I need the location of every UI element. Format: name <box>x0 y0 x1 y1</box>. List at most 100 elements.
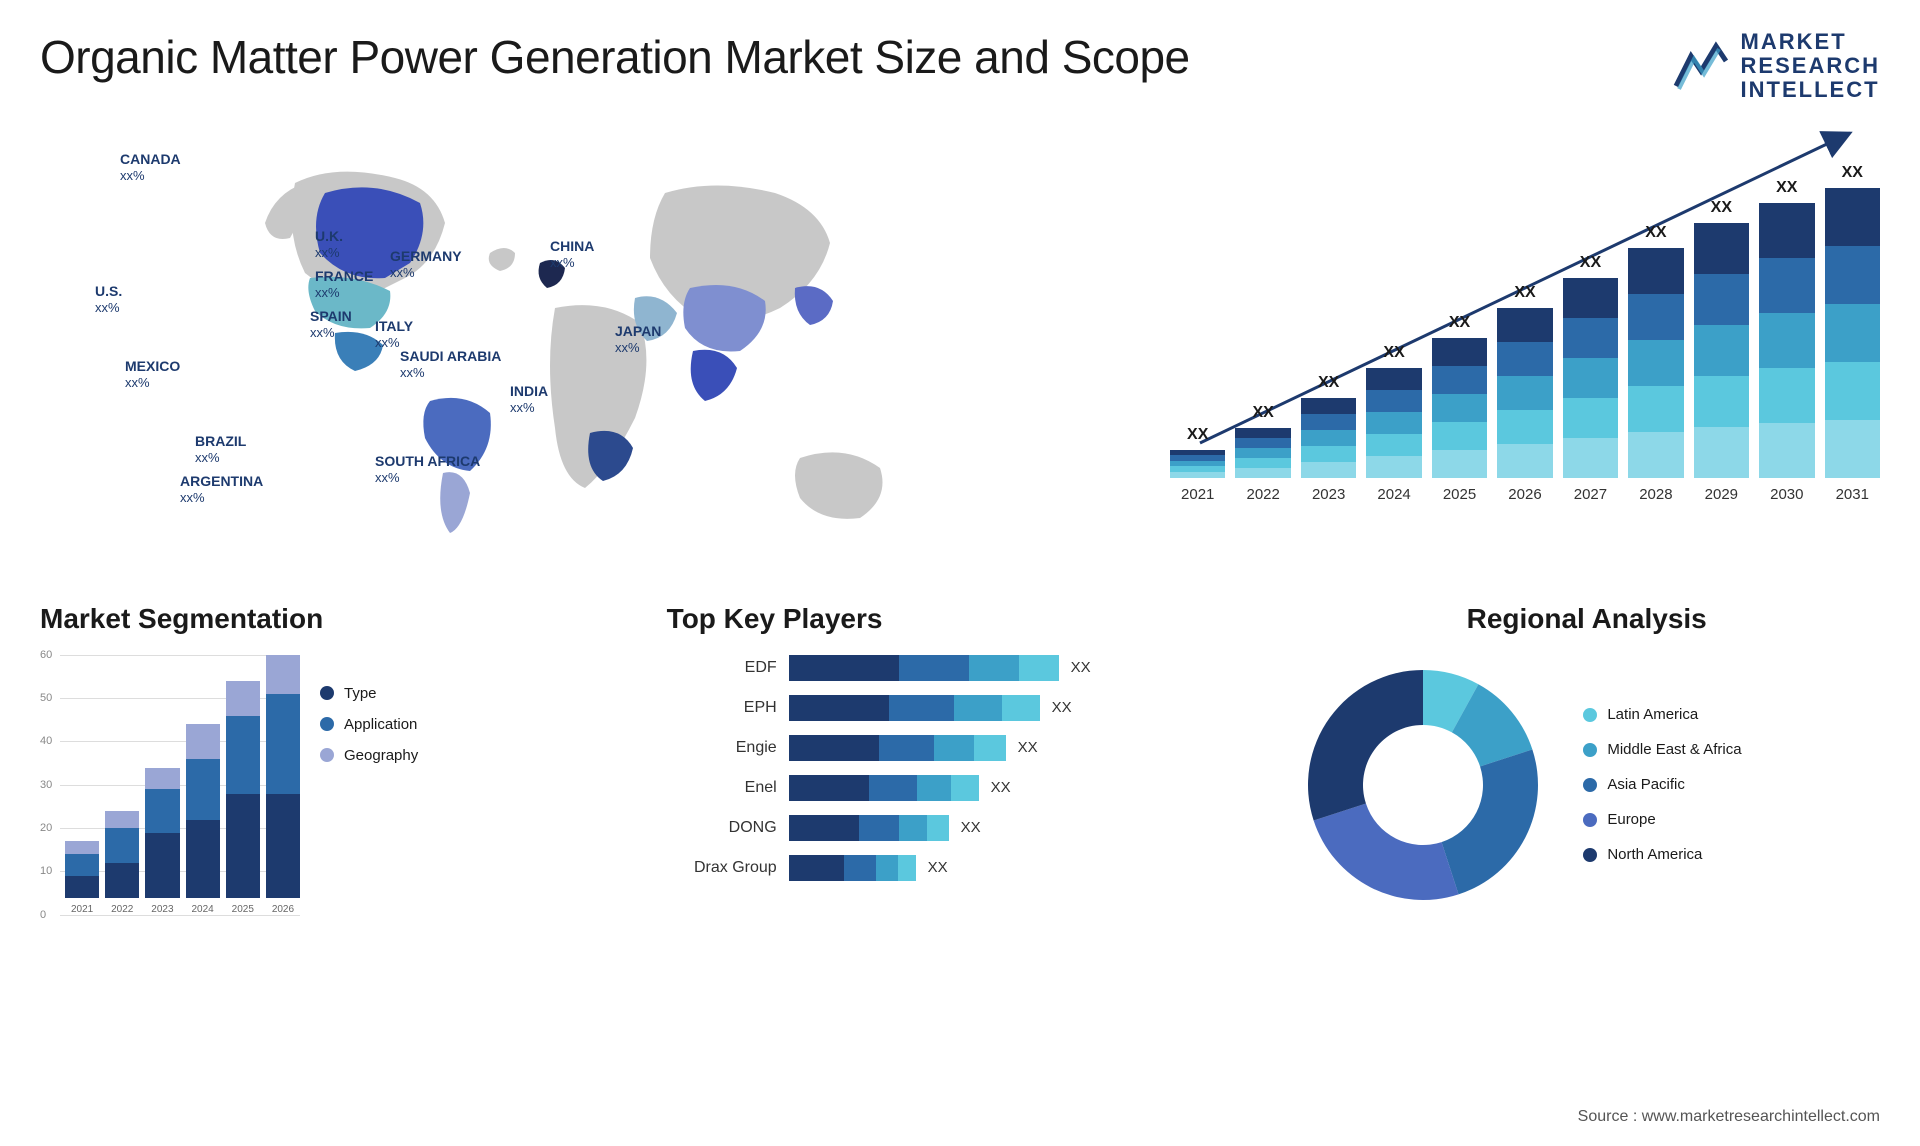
player-name: EDF <box>667 659 777 677</box>
map-label-u-k-: U.K.xx% <box>315 228 343 262</box>
brand-logo: MARKET RESEARCH INTELLECT <box>1671 30 1880 103</box>
seg-year-label: 2024 <box>191 904 213 915</box>
forecast-bar-2025: XX2025 <box>1432 314 1487 503</box>
forecast-value: XX <box>1187 426 1208 444</box>
forecast-bar-2026: XX 2026 <box>1497 284 1552 503</box>
map-label-italy: ITALYxx% <box>375 318 413 352</box>
logo-text-1: MARKET <box>1741 30 1880 54</box>
regional-legend-item: North America <box>1583 846 1741 863</box>
seg-ytick: 60 <box>40 649 52 661</box>
seg-year-label: 2026 <box>272 904 294 915</box>
forecast-bar-2028: XX 2028 <box>1628 224 1683 503</box>
map-label-china: CHINAxx% <box>550 238 594 272</box>
regional-panel: Regional Analysis Latin AmericaMiddle Ea… <box>1293 603 1880 935</box>
map-label-france: FRANCExx% <box>315 268 373 302</box>
forecast-value: XX <box>1711 199 1732 217</box>
forecast-year-label: 2029 <box>1705 486 1738 503</box>
forecast-bar-2027: XX 2027 <box>1563 254 1618 503</box>
forecast-value: XX <box>1776 179 1797 197</box>
seg-ytick: 30 <box>40 779 52 791</box>
player-value: XX <box>1071 659 1091 676</box>
seg-ytick: 0 <box>40 909 46 921</box>
forecast-year-label: 2022 <box>1246 486 1279 503</box>
seg-bar-2025: 2025 <box>226 681 260 915</box>
source-attribution: Source : www.marketresearchintellect.com <box>1578 1108 1880 1126</box>
seg-legend-item: Geography <box>320 747 418 764</box>
map-label-mexico: MEXICOxx% <box>125 358 180 392</box>
forecast-year-label: 2021 <box>1181 486 1214 503</box>
seg-bar-2023: 2023 <box>145 768 179 915</box>
forecast-value: XX <box>1645 224 1666 242</box>
segmentation-legend: Type Application Geography <box>320 655 418 935</box>
forecast-bar-2022: XX 2022 <box>1235 404 1290 503</box>
player-bar <box>789 655 1059 681</box>
seg-legend-item: Type <box>320 685 418 702</box>
player-bar <box>789 815 949 841</box>
forecast-value: XX <box>1580 254 1601 272</box>
map-label-south-africa: SOUTH AFRICAxx% <box>375 453 480 487</box>
player-row-enel: Enel XX <box>667 775 1254 801</box>
player-row-eph: EPHXX <box>667 695 1254 721</box>
player-name: Engie <box>667 739 777 757</box>
map-label-u-s-: U.S.xx% <box>95 283 122 317</box>
regional-legend-item: Europe <box>1583 811 1741 828</box>
seg-bar-2021: 2021 <box>65 841 99 914</box>
regional-donut <box>1293 655 1553 915</box>
forecast-value: XX <box>1514 284 1535 302</box>
forecast-year-label: 2026 <box>1508 486 1541 503</box>
logo-text-3: INTELLECT <box>1741 78 1880 102</box>
map-label-india: INDIAxx% <box>510 383 548 417</box>
forecast-bar-2021: XX 2021 <box>1170 426 1225 503</box>
segmentation-chart: 0102030405060 202120222023202420252026 <box>40 655 300 935</box>
forecast-value: XX <box>1253 404 1274 422</box>
map-label-brazil: BRAZILxx% <box>195 433 246 467</box>
donut-slice <box>1308 670 1423 821</box>
forecast-chart: XX2021XX2022XX2023XX2024XX2025XX2026XX20… <box>1170 133 1880 553</box>
player-name: Enel <box>667 779 777 797</box>
seg-ytick: 20 <box>40 822 52 834</box>
player-bar <box>789 855 916 881</box>
seg-year-label: 2021 <box>71 904 93 915</box>
logo-icon <box>1671 41 1731 91</box>
forecast-year-label: 2025 <box>1443 486 1476 503</box>
donut-slice <box>1314 803 1459 899</box>
player-name: Drax Group <box>667 859 777 877</box>
world-map-section: CANADAxx%U.S.xx%MEXICOxx%BRAZILxx%ARGENT… <box>40 133 1130 553</box>
player-value: XX <box>991 779 1011 796</box>
players-title: Top Key Players <box>667 603 1254 635</box>
seg-year-label: 2023 <box>151 904 173 915</box>
forecast-bar-2030: XX2030 <box>1759 179 1814 503</box>
seg-bar-2022: 2022 <box>105 811 139 915</box>
map-label-argentina: ARGENTINAxx% <box>180 473 263 507</box>
forecast-year-label: 2028 <box>1639 486 1672 503</box>
regional-legend-item: Asia Pacific <box>1583 776 1741 793</box>
forecast-bar-2029: XX 2029 <box>1694 199 1749 503</box>
forecast-year-label: 2027 <box>1574 486 1607 503</box>
map-label-spain: SPAINxx% <box>310 308 352 342</box>
player-bar <box>789 775 979 801</box>
player-row-drax-group: Drax Group XX <box>667 855 1254 881</box>
seg-ytick: 40 <box>40 735 52 747</box>
player-row-edf: EDF XX <box>667 655 1254 681</box>
player-value: XX <box>961 819 981 836</box>
page-title: Organic Matter Power Generation Market S… <box>40 30 1190 84</box>
players-chart: EDFXXEPHXXEngieXXEnelXXDONGXXDrax GroupX… <box>667 655 1254 881</box>
seg-legend-item: Application <box>320 716 418 733</box>
forecast-year-label: 2031 <box>1836 486 1869 503</box>
seg-ytick: 50 <box>40 692 52 704</box>
player-row-dong: DONGXX <box>667 815 1254 841</box>
player-value: XX <box>1018 739 1038 756</box>
logo-text-2: RESEARCH <box>1741 54 1880 78</box>
seg-bar-2026: 2026 <box>266 655 300 915</box>
seg-bar-2024: 2024 <box>186 724 220 914</box>
player-value: XX <box>928 859 948 876</box>
donut-slice <box>1442 749 1538 894</box>
forecast-year-label: 2023 <box>1312 486 1345 503</box>
map-label-saudi-arabia: SAUDI ARABIAxx% <box>400 348 501 382</box>
regional-legend-item: Middle East & Africa <box>1583 741 1741 758</box>
forecast-value: XX <box>1842 164 1863 182</box>
map-label-germany: GERMANYxx% <box>390 248 462 282</box>
forecast-bar-2031: XX 2031 <box>1825 164 1880 503</box>
seg-year-label: 2022 <box>111 904 133 915</box>
player-name: EPH <box>667 699 777 717</box>
